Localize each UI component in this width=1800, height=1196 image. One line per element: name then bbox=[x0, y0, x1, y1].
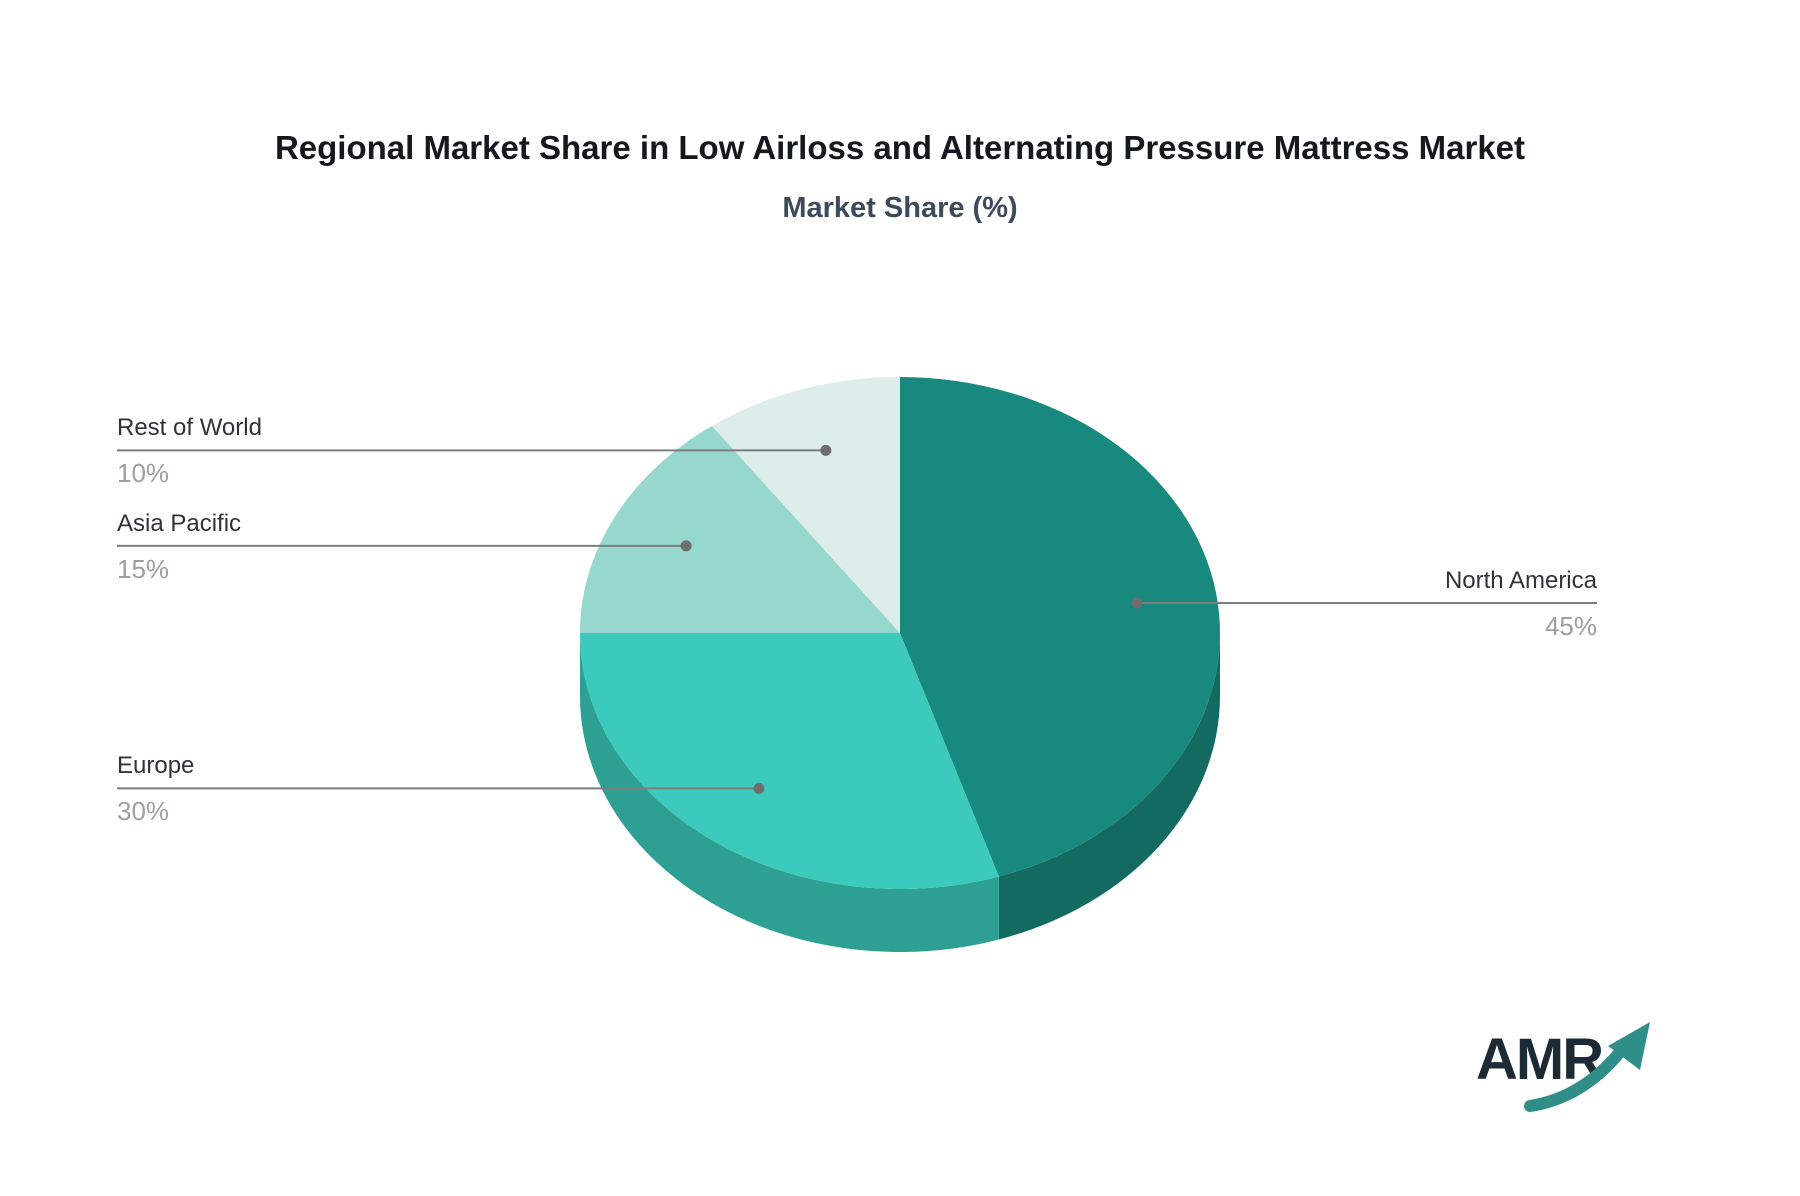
leader-dot-rest-of-world bbox=[820, 444, 832, 456]
slice-value-north-america: 45% bbox=[1544, 610, 1597, 641]
pie-slice-side-europe bbox=[580, 633, 999, 952]
slice-label-north-america: North America bbox=[1444, 566, 1597, 594]
leader-dot-asia-pacific bbox=[680, 540, 692, 552]
pie-slice-side-north-america bbox=[998, 633, 1220, 940]
pie-slice-rest-of-world[interactable] bbox=[711, 377, 900, 633]
pie-slice-asia-pacific[interactable] bbox=[580, 425, 900, 633]
chart-subtitle: Market Share (%) bbox=[782, 192, 1018, 224]
slice-label-asia-pacific: Asia Pacific bbox=[117, 509, 242, 537]
chart-title: Regional Market Share in Low Airloss and… bbox=[274, 129, 1526, 166]
pie-slice-europe[interactable] bbox=[580, 633, 999, 889]
logo-arrow-icon bbox=[1524, 1022, 1650, 1112]
amr-logo: AMR bbox=[1476, 1022, 1661, 1128]
slice-value-asia-pacific: 15% bbox=[117, 553, 170, 584]
leader-dot-north-america bbox=[1131, 597, 1143, 609]
slice-label-rest-of-world: Rest of World bbox=[117, 414, 262, 442]
leader-dot-europe bbox=[753, 782, 765, 794]
slice-value-rest-of-world: 10% bbox=[117, 458, 170, 489]
pie-slice-north-america[interactable] bbox=[900, 377, 1221, 877]
slice-label-europe: Europe bbox=[117, 752, 195, 780]
slice-value-europe: 30% bbox=[117, 796, 170, 827]
